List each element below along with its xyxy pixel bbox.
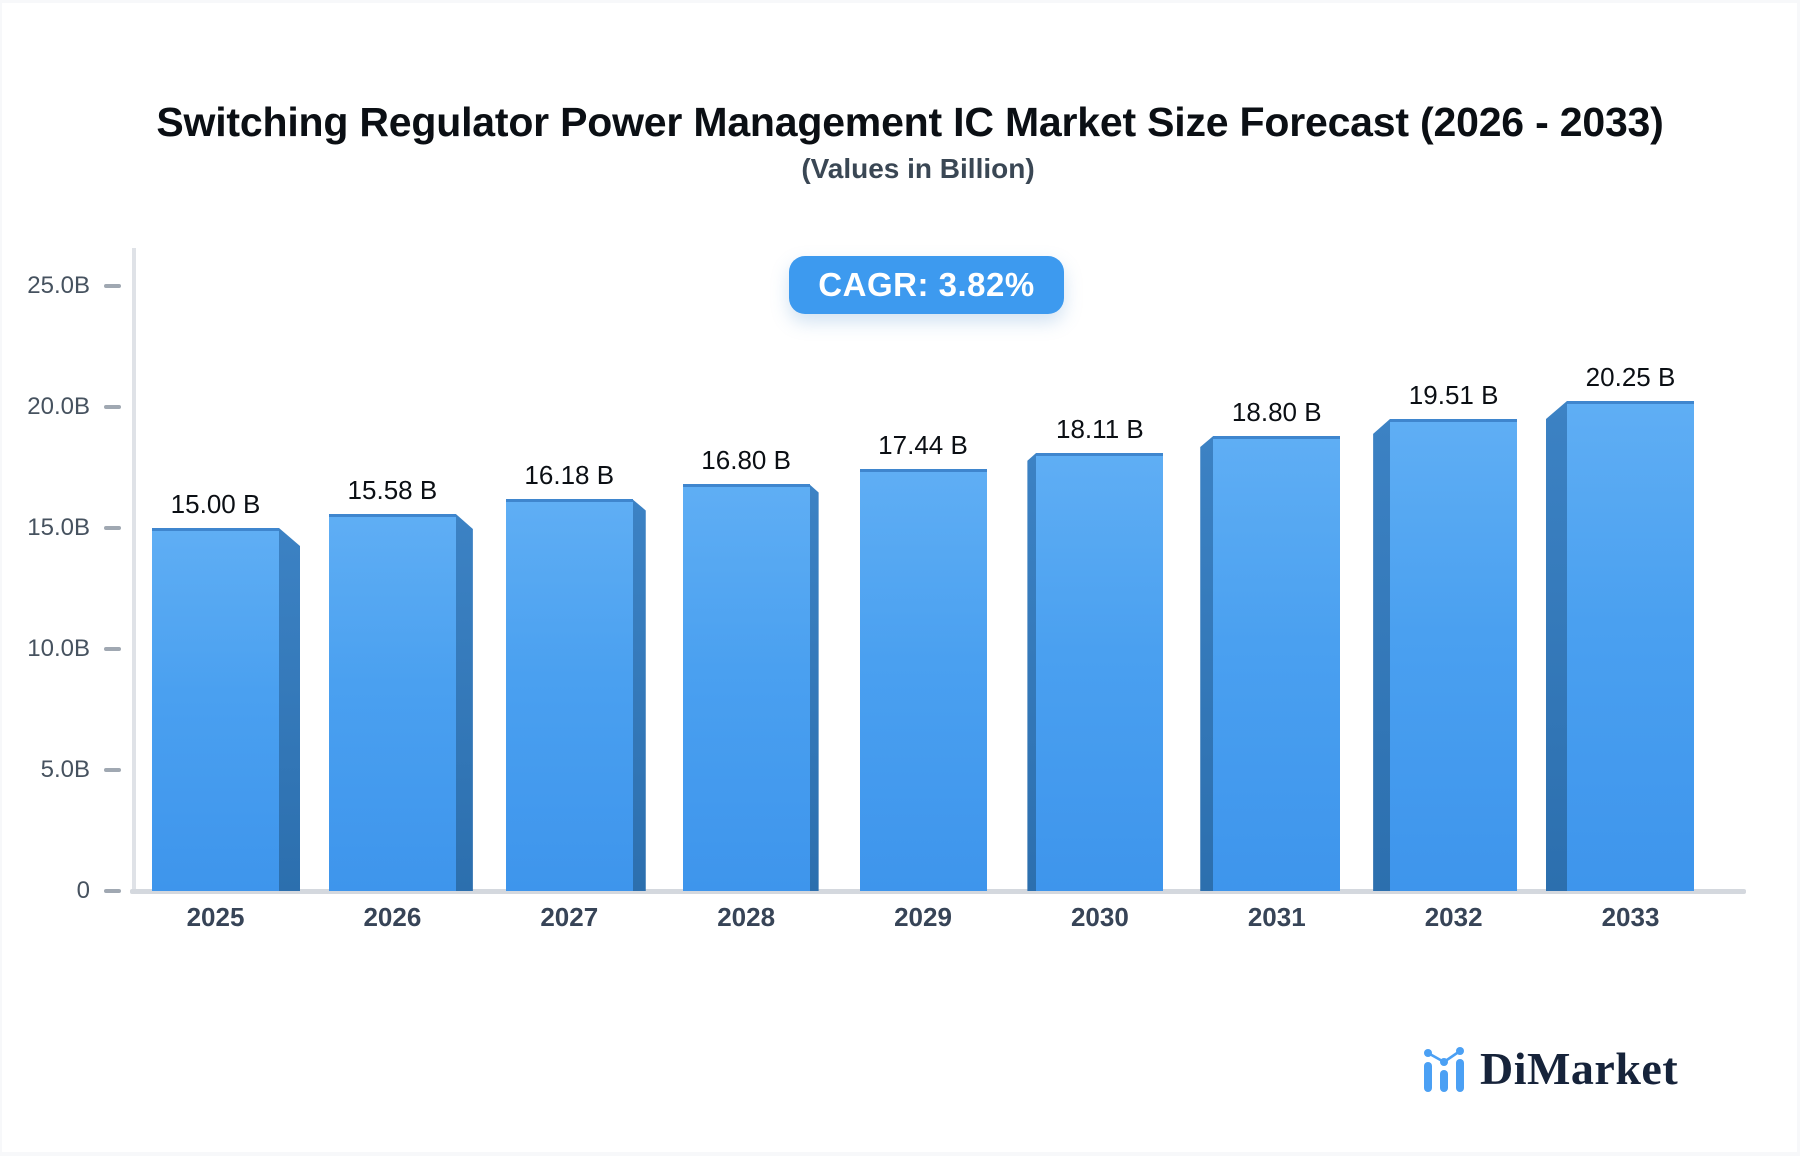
bar-side-2033 bbox=[1546, 400, 1567, 891]
x-axis-baseline bbox=[130, 889, 1746, 894]
bar-side-2025 bbox=[279, 528, 300, 891]
bar-side-2027 bbox=[632, 499, 646, 891]
y-tick-label: 10.0B bbox=[27, 635, 90, 662]
y-tick-mark bbox=[104, 647, 121, 651]
x-axis-label-2025: 2025 bbox=[186, 902, 245, 932]
bar-2029[interactable] bbox=[859, 468, 987, 891]
x-axis-label-2033: 2033 bbox=[1601, 902, 1660, 932]
dimarket-logo-icon bbox=[1423, 1045, 1467, 1093]
x-axis-label-2029: 2029 bbox=[894, 902, 952, 932]
bar-2033[interactable] bbox=[1567, 400, 1694, 891]
chart-subtitle: (Values in Billion) bbox=[801, 153, 1035, 184]
y-tick-label: 5.0B bbox=[40, 756, 90, 783]
cagr-badge-label: CAGR: 3.82% bbox=[818, 266, 1035, 303]
bar-value-label: 17.44 B bbox=[878, 429, 968, 460]
bar-2032[interactable] bbox=[1390, 418, 1518, 891]
chart-card: Switching Regulator Power Management IC … bbox=[2, 3, 1797, 1152]
x-axis-label-2030: 2030 bbox=[1070, 902, 1129, 932]
y-tick-mark bbox=[104, 405, 121, 409]
y-tick-label: 25.0B bbox=[27, 272, 90, 299]
bar-2028[interactable] bbox=[682, 484, 810, 891]
bar-2030[interactable] bbox=[1036, 452, 1164, 891]
y-tick-label: 15.0B bbox=[27, 514, 90, 541]
bar-value-label: 18.80 B bbox=[1231, 397, 1322, 428]
cagr-badge: CAGR: 3.82% bbox=[789, 256, 1064, 314]
y-axis-line bbox=[132, 248, 136, 891]
bar-value-label: 15.58 B bbox=[347, 474, 438, 505]
bar-value-label: 18.11 B bbox=[1056, 413, 1144, 444]
bar-side-2026 bbox=[455, 513, 473, 891]
x-axis-label-2032: 2032 bbox=[1424, 902, 1483, 932]
bar-side-2028 bbox=[809, 484, 819, 891]
x-axis-label-2028: 2028 bbox=[717, 902, 776, 932]
y-tick-label: 20.0B bbox=[27, 393, 90, 420]
y-tick-mark bbox=[104, 768, 121, 772]
bar-2031[interactable] bbox=[1213, 436, 1341, 891]
bar-value-label: 16.18 B bbox=[524, 460, 615, 491]
page-title: Switching Regulator Power Management IC … bbox=[156, 99, 1664, 145]
x-axis-label-2031: 2031 bbox=[1247, 902, 1306, 932]
x-axis-label-2026: 2026 bbox=[363, 902, 422, 932]
bar-side-2032 bbox=[1373, 418, 1391, 891]
brand-link[interactable]: DiMarket bbox=[1423, 1043, 1678, 1095]
bar-2025[interactable] bbox=[152, 528, 279, 891]
bar-value-label: 20.25 B bbox=[1585, 361, 1676, 392]
bar-side-2031 bbox=[1200, 436, 1214, 891]
x-axis-label-2027: 2027 bbox=[540, 902, 599, 932]
bar-2027[interactable] bbox=[505, 499, 633, 891]
bar-2026[interactable] bbox=[328, 513, 456, 891]
bar-value-label: 15.00 B bbox=[170, 489, 261, 519]
y-tick-mark bbox=[104, 889, 121, 893]
y-tick-mark bbox=[104, 526, 121, 530]
bar-value-label: 16.80 B bbox=[701, 445, 791, 476]
brand-name: DiMarket bbox=[1480, 1043, 1679, 1094]
bar-side-2030 bbox=[1027, 452, 1037, 891]
bar-value-label: 19.51 B bbox=[1408, 379, 1499, 410]
y-tick-label: 0 bbox=[76, 877, 90, 904]
y-tick-mark bbox=[104, 284, 121, 288]
